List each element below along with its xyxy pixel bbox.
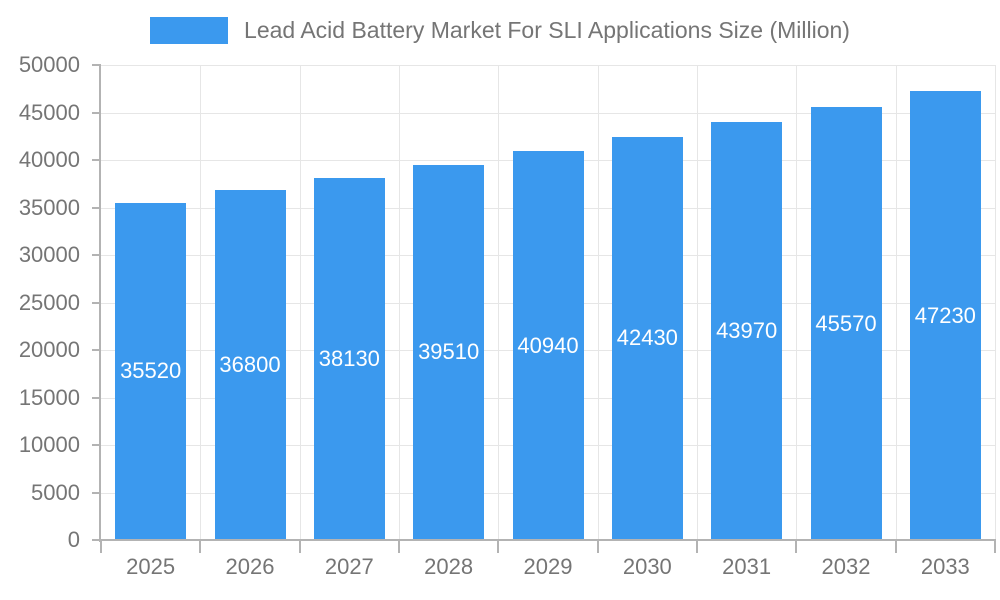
bar[interactable] bbox=[512, 151, 584, 540]
y-tick-label: 25000 bbox=[18, 289, 80, 315]
bar[interactable] bbox=[413, 164, 485, 540]
x-axis-line bbox=[92, 539, 995, 541]
x-tick-label: 2033 bbox=[920, 554, 970, 579]
x-axis-tick bbox=[100, 539, 102, 553]
y-axis-tick bbox=[92, 301, 101, 304]
bar-value-label: 40940 bbox=[517, 332, 579, 358]
x-tick-label: 2028 bbox=[424, 554, 474, 579]
bar-value-label: 35520 bbox=[120, 358, 182, 384]
y-gridline bbox=[101, 112, 995, 114]
y-tick-label: 20000 bbox=[18, 337, 80, 362]
y-tick-label: 40000 bbox=[18, 147, 80, 172]
y-axis-tick bbox=[92, 111, 101, 114]
y-tick-label: 15000 bbox=[18, 384, 80, 410]
x-axis-tick bbox=[298, 539, 301, 553]
x-gridline bbox=[995, 65, 996, 540]
bar[interactable] bbox=[711, 122, 783, 540]
bar-value-label: 36800 bbox=[219, 352, 281, 378]
x-gridline bbox=[796, 65, 798, 540]
x-tick-label: 2030 bbox=[622, 554, 672, 579]
x-tick-label: 2029 bbox=[523, 554, 573, 579]
x-axis-tick bbox=[497, 539, 500, 553]
x-axis-tick bbox=[894, 539, 897, 553]
bar[interactable] bbox=[611, 136, 683, 540]
x-axis-tick bbox=[994, 539, 996, 553]
bar[interactable] bbox=[313, 177, 385, 540]
y-axis-tick bbox=[92, 491, 101, 494]
x-gridline bbox=[299, 65, 301, 540]
y-axis-tick bbox=[92, 64, 101, 66]
x-gridline bbox=[399, 65, 400, 540]
y-tick-label: 0 bbox=[67, 527, 80, 552]
y-tick-label: 50000 bbox=[18, 52, 80, 77]
y-axis-tick bbox=[92, 159, 101, 161]
legend[interactable]: Lead Acid Battery Market For SLI Applica… bbox=[0, 17, 1000, 44]
bar[interactable] bbox=[909, 91, 981, 540]
x-tick-label: 2027 bbox=[324, 554, 374, 579]
x-gridline bbox=[498, 65, 500, 540]
y-gridline bbox=[101, 65, 995, 66]
bar[interactable] bbox=[214, 190, 286, 540]
y-axis-tick bbox=[92, 206, 101, 209]
y-axis-tick bbox=[92, 444, 101, 446]
x-axis-tick bbox=[596, 539, 599, 553]
y-axis-tick bbox=[92, 396, 101, 399]
bar[interactable] bbox=[810, 107, 882, 540]
y-tick-label: 10000 bbox=[18, 432, 80, 457]
x-tick-label: 2031 bbox=[722, 554, 772, 579]
y-tick-label: 5000 bbox=[31, 479, 80, 505]
bar-value-label: 45570 bbox=[815, 310, 877, 336]
y-axis-line bbox=[99, 65, 101, 542]
x-tick-label: 2026 bbox=[225, 554, 275, 579]
x-gridline bbox=[697, 65, 698, 540]
bar-value-label: 43970 bbox=[716, 318, 778, 344]
y-axis-tick bbox=[92, 349, 101, 351]
bar[interactable] bbox=[115, 202, 187, 540]
y-axis-tick bbox=[92, 254, 101, 256]
legend-swatch bbox=[150, 17, 229, 44]
y-tick-label: 35000 bbox=[18, 194, 80, 220]
x-gridline bbox=[895, 65, 897, 540]
x-axis-tick bbox=[696, 539, 698, 553]
x-gridline bbox=[597, 65, 599, 540]
legend-label: Lead Acid Battery Market For SLI Applica… bbox=[244, 17, 850, 43]
x-gridline bbox=[200, 65, 202, 540]
y-tick-label: 30000 bbox=[18, 242, 80, 267]
x-axis-tick bbox=[199, 539, 202, 553]
bar-value-label: 39510 bbox=[418, 339, 480, 365]
x-tick-label: 2025 bbox=[126, 554, 176, 579]
x-axis-tick bbox=[398, 539, 400, 553]
x-axis-tick bbox=[795, 539, 798, 553]
y-tick-label: 45000 bbox=[18, 99, 80, 125]
bar-value-label: 38130 bbox=[318, 345, 380, 371]
bar-value-label: 42430 bbox=[616, 325, 678, 351]
bar-value-label: 47230 bbox=[914, 302, 976, 328]
x-tick-label: 2032 bbox=[821, 554, 871, 579]
